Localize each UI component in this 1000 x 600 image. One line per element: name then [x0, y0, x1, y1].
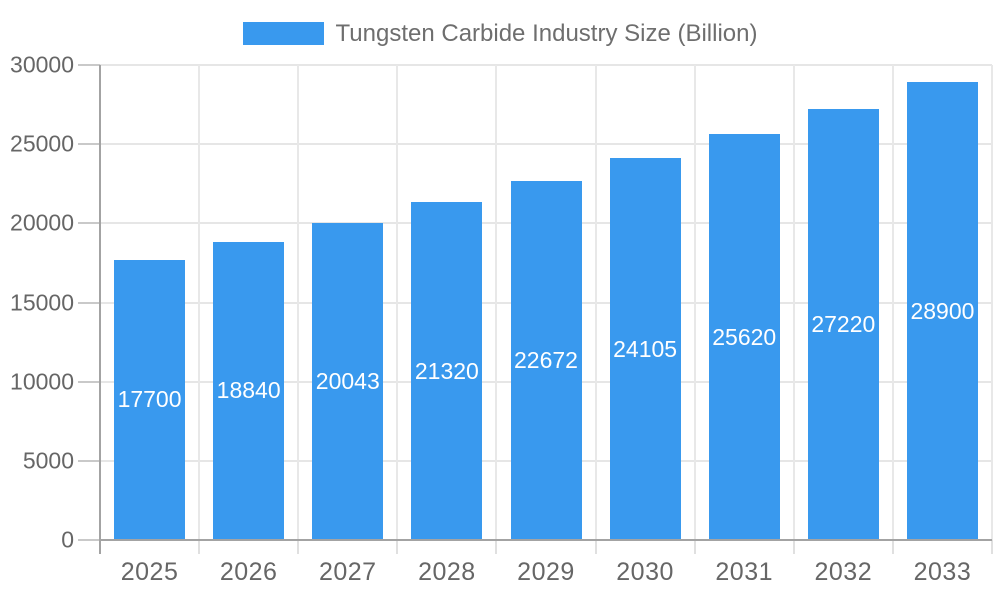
- legend: Tungsten Carbide Industry Size (Billion): [0, 20, 1000, 47]
- x-tick-mark: [495, 540, 498, 554]
- x-axis-line: [99, 539, 992, 541]
- bar-value-label: 18840: [216, 377, 281, 404]
- y-tick-mark: [78, 143, 100, 146]
- y-gridline: [100, 143, 992, 146]
- y-tick-mark: [78, 222, 100, 225]
- x-axis-tick-label: 2031: [715, 558, 774, 586]
- x-axis-tick-label: 2026: [219, 558, 278, 586]
- bar-value-label: 22672: [514, 347, 578, 374]
- x-tick-mark: [297, 540, 300, 554]
- x-gridline: [495, 65, 498, 540]
- x-tick-mark: [198, 540, 201, 554]
- y-axis-tick-label: 0: [61, 526, 74, 553]
- x-axis-tick-label: 2030: [616, 558, 674, 586]
- x-tick-mark: [891, 540, 894, 554]
- bar[interactable]: 28900: [906, 82, 978, 540]
- bar-value-label: 27220: [811, 311, 876, 338]
- x-tick-mark: [396, 540, 399, 554]
- x-axis-tick-label: 2028: [418, 558, 476, 586]
- y-axis-tick-label: 30000: [10, 51, 74, 78]
- bar-value-label: 25620: [712, 323, 777, 350]
- x-gridline: [991, 65, 993, 540]
- y-axis-tick-label: 20000: [10, 209, 74, 236]
- bar[interactable]: 20043: [312, 222, 384, 540]
- y-tick-mark: [78, 459, 100, 462]
- bar[interactable]: 27220: [807, 109, 879, 540]
- x-gridline: [594, 65, 597, 540]
- x-tick-mark: [792, 540, 795, 554]
- bar-value-label: 24105: [613, 335, 678, 362]
- x-axis-tick-label: 2033: [913, 558, 972, 586]
- x-axis-tick-label: 2029: [517, 558, 575, 586]
- x-axis-tick-label: 2032: [814, 558, 873, 586]
- y-tick-mark: [78, 301, 100, 304]
- bar[interactable]: 18840: [213, 241, 285, 540]
- bar-value-label: 21320: [414, 357, 479, 384]
- x-gridline: [396, 65, 399, 540]
- x-tick-mark: [693, 540, 696, 554]
- x-gridline: [297, 65, 300, 540]
- legend-color-swatch: [242, 22, 324, 45]
- bar-value-label: 20043: [315, 367, 380, 394]
- y-axis-tick-label: 25000: [10, 130, 74, 157]
- bar[interactable]: 22672: [510, 181, 582, 540]
- bar-value-label: 28900: [910, 297, 975, 324]
- y-tick-mark: [78, 539, 100, 541]
- y-axis-tick-label: 10000: [10, 368, 74, 395]
- y-axis-line: [99, 65, 101, 554]
- bar[interactable]: 17700: [114, 259, 186, 540]
- x-gridline: [891, 65, 894, 540]
- y-gridline: [100, 64, 992, 66]
- y-tick-mark: [78, 64, 100, 66]
- y-tick-mark: [78, 380, 100, 383]
- legend-label: Tungsten Carbide Industry Size (Billion): [335, 20, 758, 47]
- bar[interactable]: 24105: [609, 158, 681, 540]
- bar[interactable]: 25620: [708, 134, 780, 540]
- bar[interactable]: 21320: [411, 202, 483, 540]
- x-axis-tick-label: 2025: [120, 558, 179, 586]
- x-gridline: [792, 65, 795, 540]
- legend-item[interactable]: Tungsten Carbide Industry Size (Billion): [242, 20, 758, 47]
- x-tick-mark: [594, 540, 597, 554]
- x-gridline: [198, 65, 201, 540]
- y-axis-tick-label: 5000: [22, 447, 74, 474]
- x-tick-mark: [991, 540, 993, 554]
- bar-value-label: 17700: [117, 386, 182, 413]
- plot-area: 17700 18840 20043 21320 22672 24105 25620 27220…: [100, 64, 993, 540]
- y-axis-tick-label: 15000: [10, 289, 74, 315]
- x-gridline: [693, 65, 696, 540]
- x-axis-tick-label: 2027: [318, 558, 377, 586]
